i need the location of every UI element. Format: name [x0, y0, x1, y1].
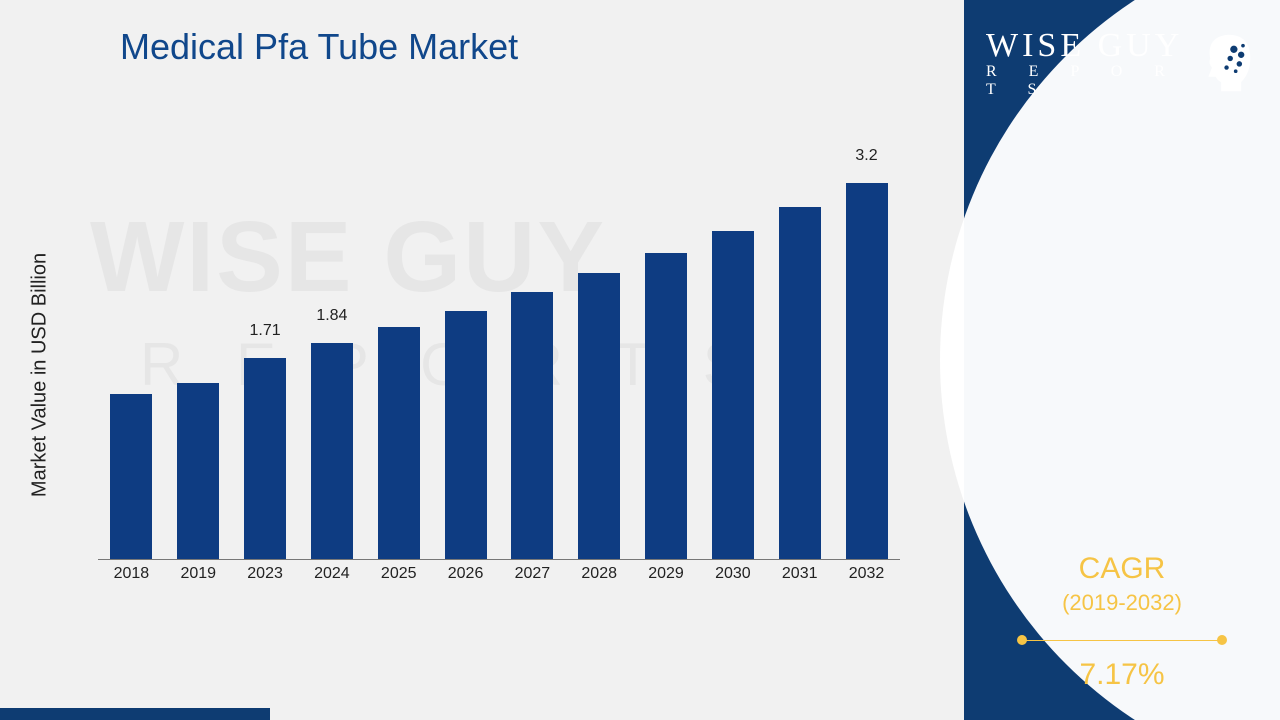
bar-plot: 201820191.7120231.8420242025202620272028… — [98, 160, 900, 560]
bar-slot: 2026 — [432, 160, 499, 559]
x-tick-label: 2018 — [114, 565, 150, 583]
logo-line2: R E P O R T S — [986, 63, 1195, 99]
x-tick-label: 2026 — [448, 565, 484, 583]
logo-line1: WISE GUY — [986, 27, 1195, 65]
bar-value-label: 1.84 — [316, 307, 347, 325]
bar-slot: 2019 — [165, 160, 232, 559]
cagr-block: CAGR (2019-2032) 7.17% — [982, 552, 1262, 692]
bottom-strip — [0, 708, 270, 720]
x-tick-label: 2031 — [782, 565, 818, 583]
rule-dot-left-icon — [1017, 635, 1027, 645]
x-tick-label: 2025 — [381, 565, 417, 583]
bar-slot: 1.842024 — [298, 160, 365, 559]
bar — [445, 311, 487, 559]
bar — [779, 207, 821, 559]
bar-slot: 2029 — [633, 160, 700, 559]
cagr-caption: CAGR — [982, 552, 1262, 586]
x-tick-label: 2028 — [581, 565, 617, 583]
cagr-range: (2019-2032) — [982, 590, 1262, 616]
bar — [846, 183, 888, 559]
head-icon — [1201, 23, 1256, 103]
bar — [110, 394, 152, 559]
logo: WISE GUY R E P O R T S — [986, 18, 1256, 108]
bar — [311, 343, 353, 559]
bar-slot: 2028 — [566, 160, 633, 559]
x-tick-label: 2024 — [314, 565, 350, 583]
x-tick-label: 2029 — [648, 565, 684, 583]
bar-slot: 2031 — [766, 160, 833, 559]
bar — [378, 327, 420, 559]
bar — [244, 358, 286, 559]
bar-slot: 2027 — [499, 160, 566, 559]
cagr-value: 7.17% — [982, 658, 1262, 692]
bar-slot: 1.712023 — [232, 160, 299, 559]
x-tick-label: 2027 — [515, 565, 551, 583]
logo-text: WISE GUY R E P O R T S — [986, 27, 1195, 99]
rule-dot-right-icon — [1217, 635, 1227, 645]
x-tick-label: 2019 — [180, 565, 216, 583]
bar-value-label: 3.2 — [855, 147, 877, 165]
bar-slot: 2030 — [699, 160, 766, 559]
bar-slot: 2025 — [365, 160, 432, 559]
chart-area: Market Value in USD Billion 201820191.71… — [70, 160, 900, 590]
bar — [511, 292, 553, 559]
bar — [177, 383, 219, 559]
infographic-root: WISE GUY R E P O R T S Medical Pfa Tube … — [0, 0, 1280, 720]
x-tick-label: 2032 — [849, 565, 885, 583]
y-axis-label: Market Value in USD Billion — [29, 253, 52, 497]
bar-slot: 3.22032 — [833, 160, 900, 559]
bar — [578, 273, 620, 559]
cagr-rule — [1022, 634, 1222, 646]
x-tick-label: 2023 — [247, 565, 283, 583]
bar — [645, 253, 687, 559]
bar-slot: 2018 — [98, 160, 165, 559]
chart-title: Medical Pfa Tube Market — [120, 26, 518, 68]
bar — [712, 231, 754, 559]
x-tick-label: 2030 — [715, 565, 751, 583]
bar-value-label: 1.71 — [249, 322, 280, 340]
